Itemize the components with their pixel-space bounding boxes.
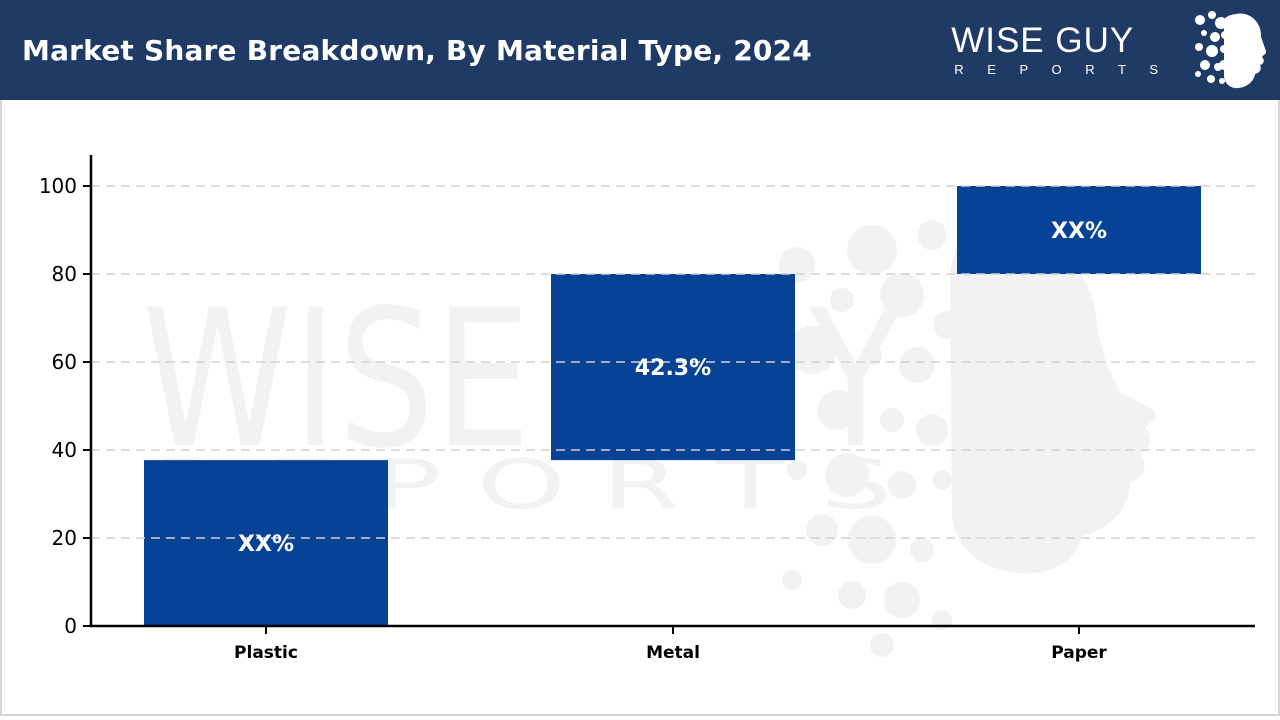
bar-paper (957, 186, 1201, 274)
head-dot (933, 311, 961, 339)
head-dot (884, 582, 920, 618)
head-dot (782, 570, 802, 590)
head-dot (830, 288, 854, 312)
head-shape (950, 235, 1156, 574)
bars (144, 186, 1201, 626)
head-dot (817, 390, 857, 430)
head-dot (787, 460, 807, 480)
bar-plastic (144, 460, 388, 626)
head-dot (825, 453, 869, 497)
head-dot (888, 471, 916, 499)
head-dot (847, 225, 897, 275)
x-tick-label-plastic: Plastic (234, 643, 298, 663)
logo-subtitle: R E P O R T S (954, 62, 1168, 77)
head-dot (932, 470, 952, 490)
head-dot (917, 220, 947, 250)
head-dot (880, 408, 904, 432)
bar-value-label-metal: 42.3% (635, 356, 711, 381)
dotted-head-profile-icon (1195, 11, 1266, 89)
x-tick-label-metal: Metal (646, 643, 700, 663)
wiseguy-logo: WISE GUY R E P O R T S (951, 6, 1266, 94)
logo-text: WISE GUY R E P O R T S (951, 23, 1168, 77)
head-dot (880, 273, 924, 317)
labels: 0 20 40 60 80 100 Plastic Metal Paper XX% 42.3% XX% (39, 174, 1108, 663)
head-dot (870, 633, 894, 657)
y-tick-label-80: 80 (52, 262, 77, 286)
y-tick-label-100: 100 (39, 174, 77, 198)
head-dot (848, 516, 896, 564)
header-banner: Market Share Breakdown, By Material Type… (0, 0, 1280, 100)
y-tick-label-20: 20 (52, 526, 77, 550)
head-dot (910, 538, 934, 562)
bar-metal (551, 274, 795, 461)
x-tick-label-paper: Paper (1051, 643, 1107, 663)
head-dot (838, 581, 866, 609)
tick-marks (83, 185, 1080, 634)
y-tick-label-60: 60 (52, 350, 77, 374)
head-dot (899, 347, 935, 383)
chart-canvas: WISE GUY R E P O R T S 0 20 40 60 80 100 Plastic… (0, 100, 1280, 716)
bar-value-label-plastic: XX% (238, 532, 294, 557)
y-tick-label-40: 40 (52, 438, 77, 462)
head-dot (916, 414, 948, 446)
y-tick-label-0: 0 (64, 614, 77, 638)
head-dot (806, 514, 838, 546)
head-dot (862, 345, 882, 365)
bar-value-label-paper: XX% (1051, 219, 1107, 244)
page-title: Market Share Breakdown, By Material Type… (22, 33, 812, 67)
head-dot (788, 326, 836, 374)
logo-wordmark: WISE GUY (951, 21, 1135, 60)
